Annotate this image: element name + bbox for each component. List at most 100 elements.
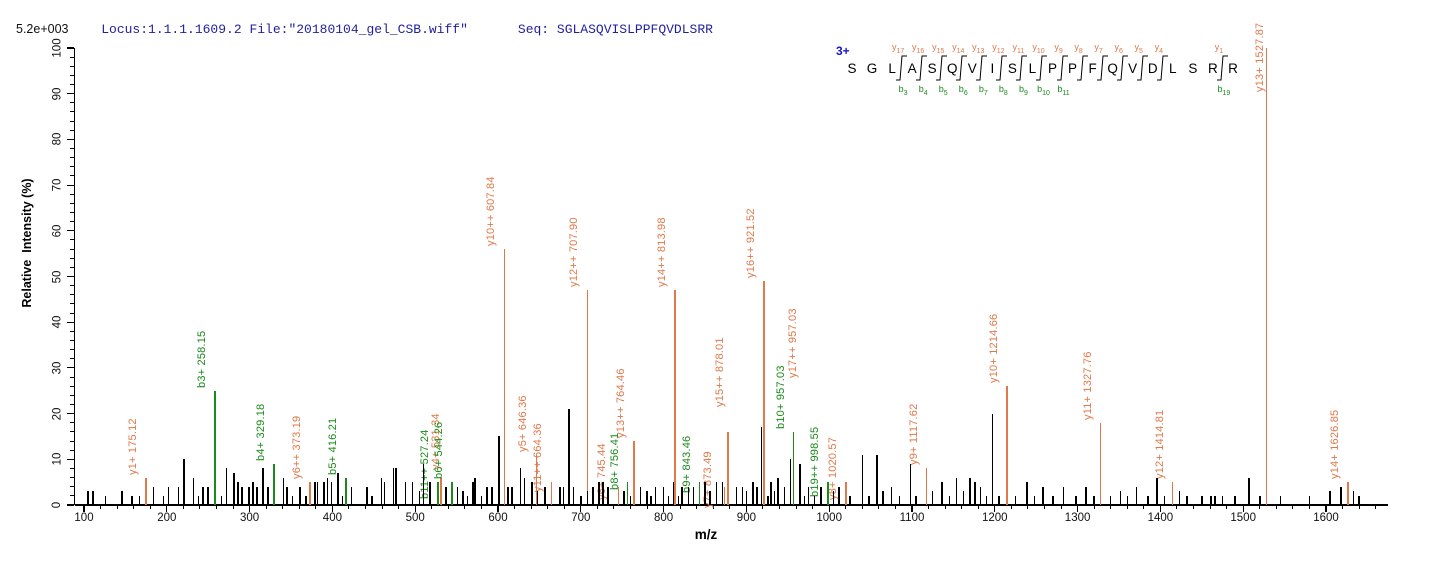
y-tick-label: 50 [49, 257, 66, 297]
unassigned-peak [1178, 491, 1181, 505]
y-minor-tick [70, 431, 74, 433]
unassigned-peak [511, 486, 513, 505]
x-minor-tick [282, 505, 284, 509]
y-ion-peak [1099, 422, 1102, 505]
y-ion-ladder-label: y11 [1012, 42, 1025, 55]
b-ion-peak [273, 463, 275, 505]
y-ion-peak [1006, 386, 1008, 505]
unassigned-peak [523, 477, 526, 505]
y-ion-peak [925, 468, 928, 505]
unassigned-peak [1042, 486, 1044, 505]
y-ion-ladder-label: y17 [891, 42, 905, 55]
x-minor-tick [1292, 505, 1294, 509]
residue: L [1169, 61, 1177, 76]
unassigned-peak [662, 486, 665, 505]
x-tick-label: 1300 [1064, 512, 1091, 524]
unassigned-peak [979, 486, 982, 505]
y-minor-tick [70, 312, 74, 314]
y-ion-ladder-label: y14 [952, 42, 965, 55]
unassigned-peak [882, 491, 884, 505]
unassigned-peak [491, 486, 493, 505]
y-ion-peak [309, 482, 311, 505]
y-minor-tick [70, 440, 74, 442]
unassigned-peak [687, 486, 690, 505]
x-minor-tick [845, 505, 847, 509]
unassigned-peak [629, 495, 632, 505]
unassigned-peak [890, 486, 893, 505]
y-minor-tick [70, 330, 74, 332]
unassigned-peak [456, 486, 459, 505]
x-major-tick [580, 505, 582, 512]
unassigned-peak [1062, 486, 1065, 505]
unassigned-peak [592, 486, 594, 505]
residue: I [990, 61, 995, 76]
peak-label: y1+ 175.12 [127, 417, 140, 475]
unassigned-peak [474, 477, 476, 505]
x-minor-tick [464, 505, 466, 509]
x-axis-line [75, 504, 1388, 506]
x-minor-tick [315, 505, 317, 509]
y-tick-label-text: 90 [51, 87, 64, 101]
unassigned-peak [519, 468, 522, 505]
unassigned-peak [868, 495, 870, 505]
y-ion-ladder-label: y13 [972, 42, 985, 55]
x-minor-tick [1043, 505, 1045, 509]
y-minor-tick [70, 477, 74, 479]
unassigned-peak [998, 495, 1000, 505]
sequence-label: Seq: SGLASQVISLPPFQVDLSRR [517, 22, 713, 37]
unassigned-peak [820, 486, 822, 505]
unassigned-peak [1358, 495, 1360, 505]
unassigned-peak [1201, 495, 1203, 505]
y-tick-label-text: 10 [51, 452, 64, 466]
unassigned-peak [486, 486, 488, 505]
unassigned-peak [337, 473, 339, 505]
unassigned-peak [1248, 477, 1250, 505]
x-minor-tick [149, 505, 151, 509]
unassigned-peak [562, 486, 565, 505]
unassigned-peak [931, 491, 934, 505]
y-tick-label: 60 [49, 211, 66, 251]
unassigned-peak [1052, 495, 1054, 505]
cleavage-mark [1216, 55, 1228, 81]
unassigned-peak [371, 495, 373, 505]
unassigned-peak [256, 486, 258, 505]
peak-label: y9+ 1117.62 [907, 404, 920, 466]
unassigned-peak [1329, 491, 1331, 505]
y-minor-tick [70, 74, 74, 76]
residue: L [888, 61, 896, 76]
b-ion-ladder-label: b7 [978, 84, 988, 97]
peak-label: y17++ 957.03 [786, 308, 799, 378]
x-major-tick [83, 505, 85, 512]
x-minor-tick [1275, 505, 1277, 509]
unassigned-peak [404, 482, 406, 505]
residue: V [967, 61, 977, 76]
unassigned-peak [572, 486, 575, 505]
unassigned-peak [252, 482, 254, 505]
x-tick-label: 1100 [899, 512, 925, 524]
x-major-tick [166, 505, 168, 512]
unassigned-peak [291, 495, 294, 505]
locus-file-label: Locus:1.1.1.1609.2 File:"20180104_gel_CS… [101, 22, 468, 37]
x-minor-tick [1209, 505, 1211, 509]
x-minor-tick [629, 505, 631, 509]
y-ion-peak [674, 290, 676, 505]
unassigned-peak [752, 482, 754, 505]
y-major-tick [67, 184, 74, 186]
y-ion-peak [440, 477, 442, 505]
unassigned-peak [1308, 495, 1311, 505]
x-axis-title: m/z [694, 527, 718, 542]
unassigned-peak [131, 495, 133, 505]
y-major-tick [67, 275, 74, 278]
x-major-tick [1242, 505, 1244, 512]
x-tick-label: 1500 [1230, 512, 1256, 524]
cleavage-mark [1096, 55, 1108, 81]
x-major-tick [414, 505, 416, 512]
residue: G [866, 61, 878, 76]
unassigned-peak [1109, 495, 1112, 505]
unassigned-peak [1259, 495, 1261, 505]
x-minor-tick [530, 505, 532, 509]
x-minor-tick [398, 505, 400, 509]
y-ion-ladder-label: y9 [1054, 42, 1063, 55]
unassigned-peak [1014, 495, 1017, 505]
